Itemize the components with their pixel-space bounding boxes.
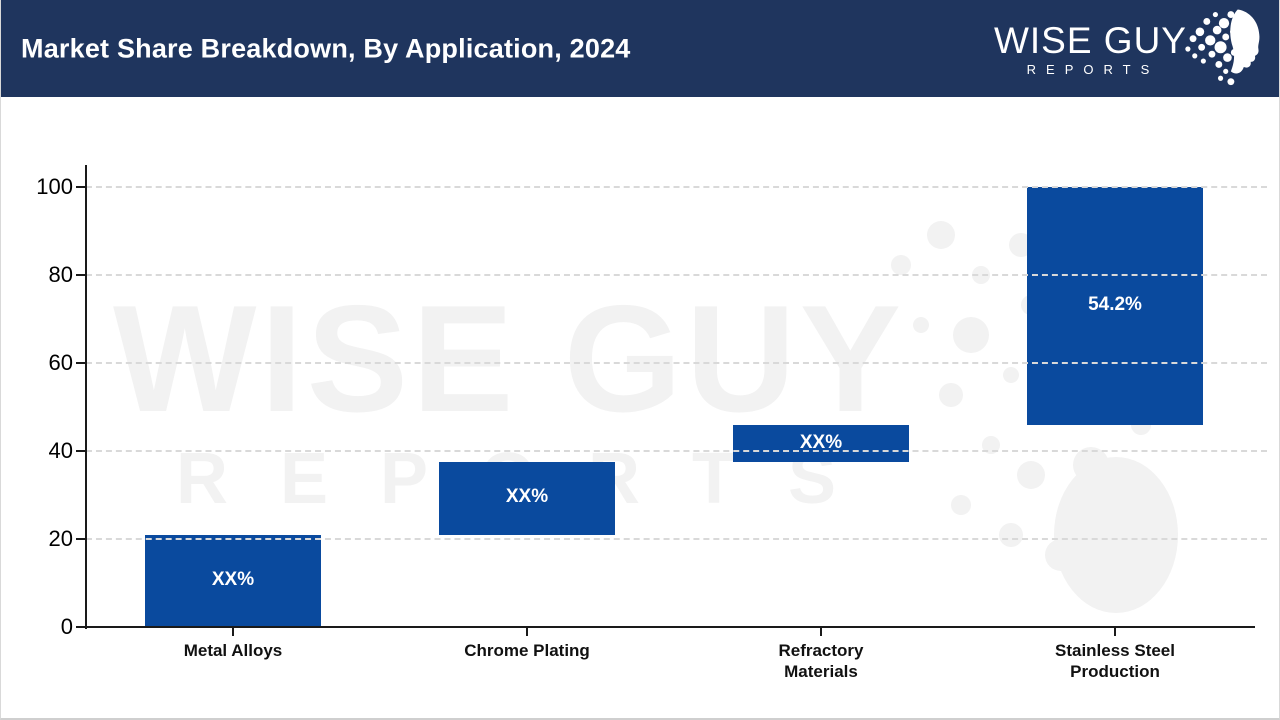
bar-chrome-plating (439, 462, 615, 535)
x-tick-metal-alloys (232, 628, 234, 636)
x-tick-chrome-plating (526, 628, 528, 636)
logo-face-icon (1185, 9, 1260, 86)
bar-value-label-refractory-materials: XX% (799, 431, 843, 453)
watermark-brand-text: WISE GUY (113, 274, 906, 444)
wise-guy-logo: WISE GUY REPORTS (994, 6, 1267, 92)
x-axis-line (85, 626, 1255, 628)
gridline-80 (86, 274, 1267, 276)
y-tick-label-80: 80 (48, 262, 73, 287)
x-tick-refractory-materials (820, 628, 822, 636)
y-tick-0 (76, 626, 85, 628)
y-tick-label-0: 0 (60, 614, 73, 639)
y-tick-label-20: 20 (48, 526, 73, 551)
y-tick-label-60: 60 (48, 350, 73, 375)
y-tick-100 (76, 186, 85, 188)
y-tick-60 (76, 362, 85, 364)
gridline-40 (86, 450, 1267, 452)
y-tick-label-40: 40 (48, 438, 73, 463)
x-axis-label-metal-alloys: Metal Alloys (183, 641, 283, 660)
header-bar: Market Share Breakdown, By Application, … (1, 0, 1279, 97)
gridline-100 (86, 186, 1267, 188)
y-tick-20 (76, 538, 85, 540)
logo-brand-text: WISE GUY (993, 19, 1187, 61)
x-axis-label-refractory-materials: Refractory Materials (778, 641, 864, 681)
chart-title: Market Share Breakdown, By Application, … (21, 33, 631, 63)
bar-value-label-chrome-plating: XX% (505, 486, 549, 508)
gridline-60 (86, 362, 1267, 364)
bar-stainless-steel-production (1027, 187, 1203, 426)
gridline-20 (86, 538, 1267, 540)
y-tick-80 (76, 274, 85, 276)
logo-wordmark: WISE GUY REPORTS (993, 19, 1187, 77)
y-tick-label-100: 100 (36, 174, 73, 199)
logo-sub-text: REPORTS (1026, 61, 1160, 77)
x-tick-stainless-steel-production (1114, 628, 1116, 636)
bar-refractory-materials (733, 425, 909, 462)
bar-metal-alloys (145, 534, 321, 627)
bar-value-label-metal-alloys: XX% (211, 568, 255, 590)
x-axis-label-chrome-plating: Chrome Plating (464, 641, 590, 660)
x-axis-label-stainless-steel-production: Stainless Steel Production (1054, 641, 1175, 681)
y-axis-line (85, 165, 87, 629)
y-tick-40 (76, 450, 85, 452)
bar-value-label-stainless-steel-production: 54.2% (1088, 294, 1142, 316)
